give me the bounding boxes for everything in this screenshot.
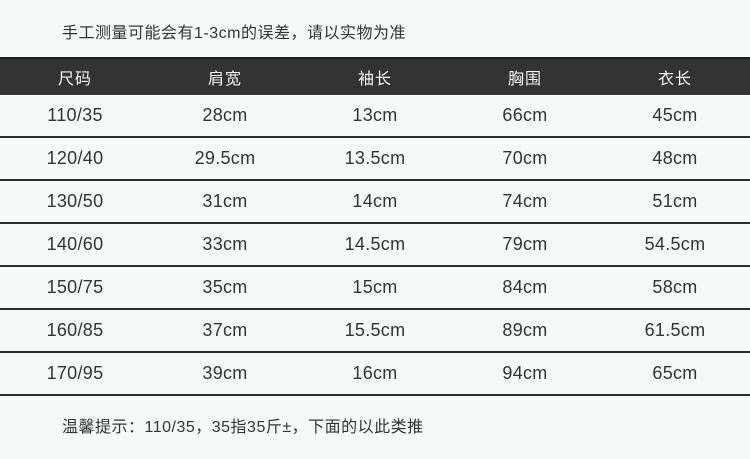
column-header-sleeve-length: 袖长	[300, 57, 450, 95]
chest-cell: 66cm	[450, 95, 600, 138]
shoulder-cell: 28cm	[150, 95, 300, 138]
table-row: 130/50 31cm 14cm 74cm 51cm	[0, 180, 750, 224]
column-header-shoulder-width: 肩宽	[150, 57, 300, 95]
column-header-size: 尺码	[0, 57, 150, 95]
shoulder-cell: 29.5cm	[150, 137, 300, 181]
chest-cell: 79cm	[450, 223, 600, 267]
table-header-row: 尺码 肩宽 袖长 胸围 衣长	[0, 57, 750, 95]
sleeve-cell: 13.5cm	[300, 137, 450, 181]
shoulder-cell: 31cm	[150, 180, 300, 224]
column-header-chest: 胸围	[450, 57, 600, 95]
sleeve-cell: 15.5cm	[300, 309, 450, 353]
length-cell: 58cm	[600, 266, 750, 310]
table-row: 150/75 35cm 15cm 84cm 58cm	[0, 266, 750, 310]
column-header-garment-length: 衣长	[600, 57, 750, 95]
table-row: 170/95 39cm 16cm 94cm 65cm	[0, 352, 750, 396]
size-cell: 140/60	[0, 223, 150, 267]
size-cell: 160/85	[0, 309, 150, 353]
sleeve-cell: 14.5cm	[300, 223, 450, 267]
table-row: 120/40 29.5cm 13.5cm 70cm 48cm	[0, 137, 750, 181]
shoulder-cell: 37cm	[150, 309, 300, 353]
sleeve-cell: 16cm	[300, 352, 450, 396]
length-cell: 48cm	[600, 137, 750, 181]
shoulder-cell: 39cm	[150, 352, 300, 396]
chest-cell: 84cm	[450, 266, 600, 310]
sleeve-cell: 13cm	[300, 95, 450, 138]
length-cell: 65cm	[600, 352, 750, 396]
size-cell: 170/95	[0, 352, 150, 396]
size-cell: 130/50	[0, 180, 150, 224]
length-cell: 51cm	[600, 180, 750, 224]
chest-cell: 70cm	[450, 137, 600, 181]
size-cell: 120/40	[0, 137, 150, 181]
shoulder-cell: 33cm	[150, 223, 300, 267]
chest-cell: 94cm	[450, 352, 600, 396]
size-cell: 150/75	[0, 266, 150, 310]
size-chart-table: 尺码 肩宽 袖长 胸围 衣长 110/35 28cm 13cm 66cm 45c…	[0, 57, 750, 396]
size-tip-note-text: 温馨提示：110/35，35指35斤±，下面的以此类推	[62, 419, 424, 436]
length-cell: 61.5cm	[600, 309, 750, 353]
chest-cell: 74cm	[450, 180, 600, 224]
table-row: 140/60 33cm 14.5cm 79cm 54.5cm	[0, 223, 750, 267]
measurement-disclaimer-text: 手工测量可能会有1-3cm的误差，请以实物为准	[62, 25, 406, 42]
shoulder-cell: 35cm	[150, 266, 300, 310]
sleeve-cell: 15cm	[300, 266, 450, 310]
sleeve-cell: 14cm	[300, 180, 450, 224]
length-cell: 45cm	[600, 95, 750, 138]
chest-cell: 89cm	[450, 309, 600, 353]
length-cell: 54.5cm	[600, 223, 750, 267]
table-row: 110/35 28cm 13cm 66cm 45cm	[0, 95, 750, 138]
table-row: 160/85 37cm 15.5cm 89cm 61.5cm	[0, 309, 750, 353]
size-cell: 110/35	[0, 95, 150, 138]
